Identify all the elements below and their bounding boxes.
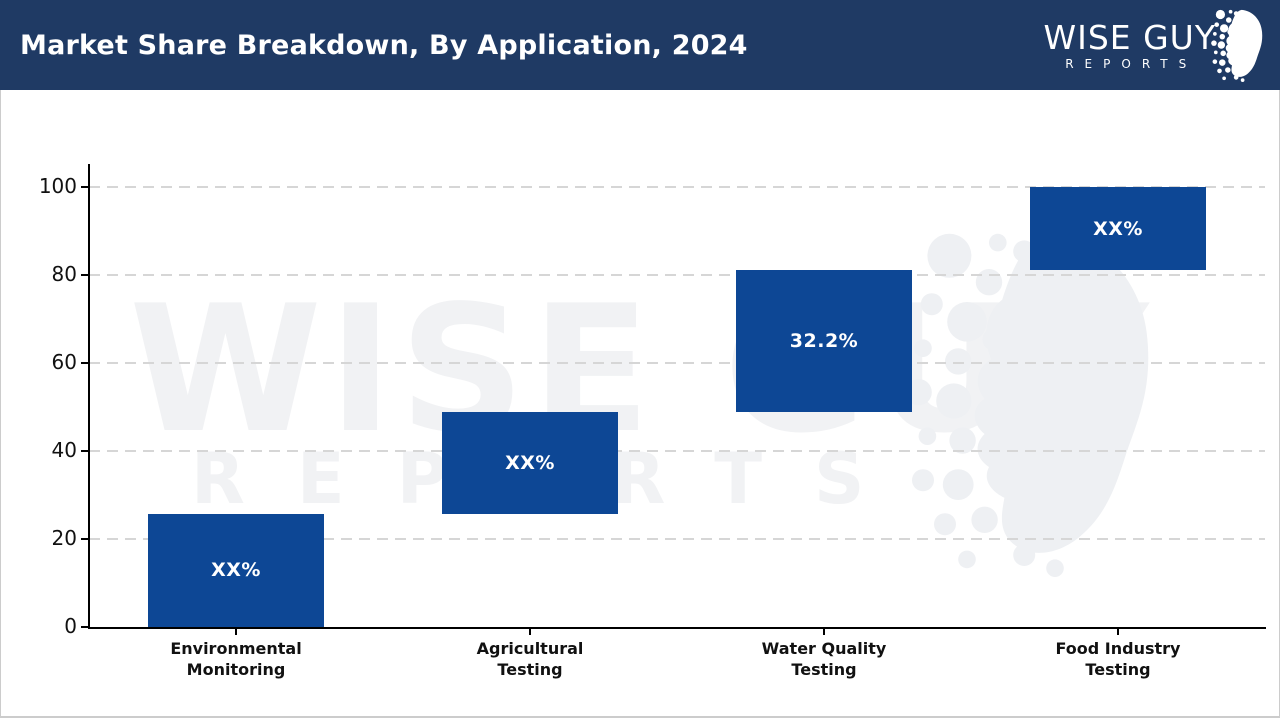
brand-name: WISE GUY (1043, 17, 1216, 57)
bar-segment: XX% (442, 411, 618, 514)
bar-value-label: XX% (211, 559, 261, 582)
bar-value-label: 32.2% (789, 329, 859, 352)
gridline (89, 450, 1265, 452)
watermark-brand-text: WISE GUY (129, 269, 1154, 472)
brand-logo: WISE GUY REPORTS (1043, 8, 1266, 82)
brand-head-icon (1211, 9, 1263, 82)
y-axis-line (88, 164, 90, 629)
bar-value-label: XX% (505, 451, 555, 474)
header-bar: Market Share Breakdown, By Application, … (0, 0, 1280, 90)
brand-logo-text: WISE GUY REPORTS (1043, 21, 1216, 70)
chart-area: WISE GUY REPORTS XX%XX%32.2%XX% 02040608… (0, 90, 1280, 718)
x-axis-line (88, 627, 1266, 629)
brand-subtitle: REPORTS (1065, 56, 1198, 71)
page-title: Market Share Breakdown, By Application, … (20, 29, 748, 61)
bar-segment: 32.2% (736, 270, 912, 412)
grid-layer (89, 165, 1265, 627)
gridline (89, 274, 1265, 276)
gridline (89, 538, 1265, 540)
bar-segment: XX% (1030, 187, 1206, 271)
gridline (89, 186, 1265, 188)
bar-value-label: XX% (1093, 217, 1143, 240)
plot-area: XX% XX% 32.2% XX% (89, 165, 1265, 627)
gridline (89, 362, 1265, 364)
bar-segment: XX% (148, 513, 324, 627)
